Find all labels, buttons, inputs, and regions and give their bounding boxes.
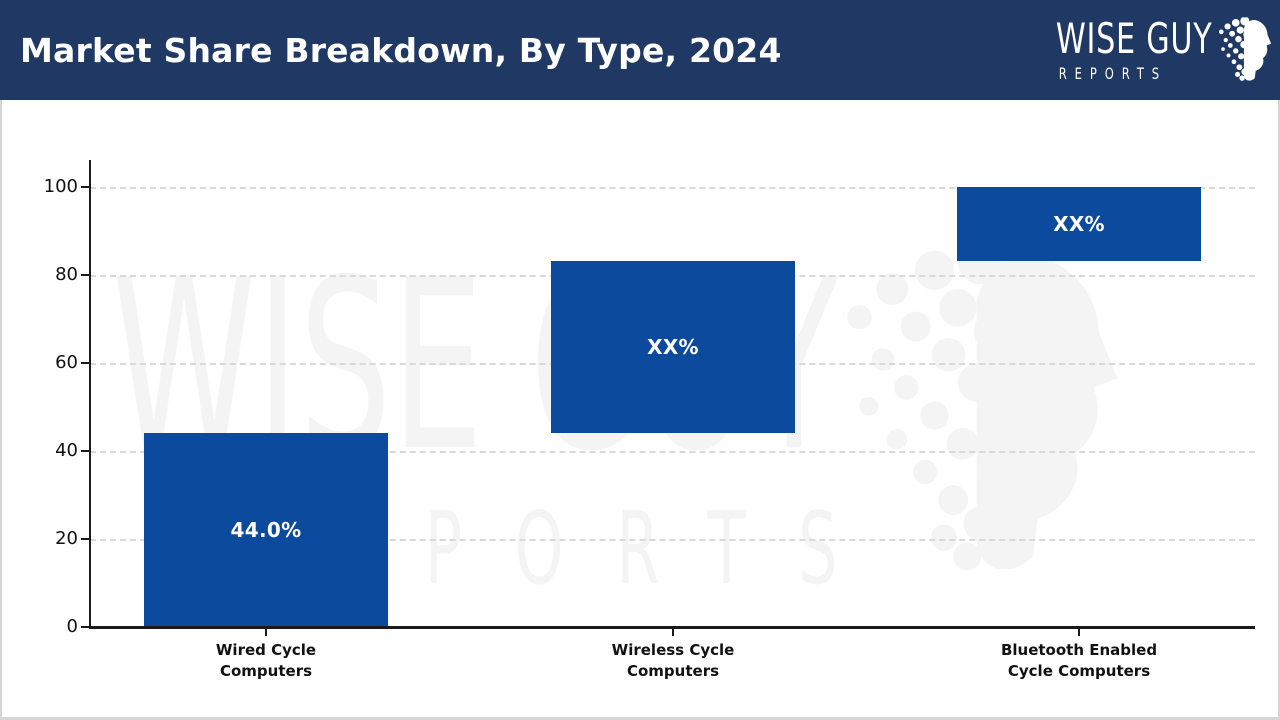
- bar-value-label: XX%: [647, 335, 699, 360]
- y-tick-label: 0: [66, 616, 78, 637]
- y-tickmark-40: [81, 449, 90, 452]
- gridline-100: [90, 186, 1255, 189]
- y-tick-label: 20: [55, 527, 78, 549]
- x-category-label: Bluetooth Enabled Cycle Computers: [1000, 641, 1158, 680]
- x-axis-line: [89, 626, 1255, 629]
- x-tickmark: [1078, 629, 1080, 636]
- bar-segment: 44.0%: [144, 433, 388, 627]
- bar-segment: XX%: [957, 186, 1201, 262]
- brand-logo: WISE GUY REPORTS: [995, 10, 1272, 90]
- plot-region: 0 20 40 60 80 100 44.0% XX% XX% Wired Cycle Compu…: [2, 100, 1278, 717]
- y-tickmark-80: [81, 273, 90, 276]
- y-tick-label: 100: [43, 175, 78, 197]
- bar-segment: XX%: [551, 261, 795, 434]
- y-tick-label: 80: [55, 263, 78, 285]
- chart-title: Market Share Breakdown, By Type, 2024: [20, 30, 782, 70]
- y-tickmark-60: [81, 361, 90, 364]
- gridline-40: [90, 450, 1255, 453]
- y-tickmark-100: [81, 185, 90, 188]
- brand-wordmark: WISE GUY: [1055, 14, 1212, 64]
- header-bar: Market Share Breakdown, By Type, 2024 WI…: [0, 0, 1280, 100]
- brand-wordmark-block: WISE GUY REPORTS: [1055, 14, 1212, 83]
- y-axis-line: [89, 160, 91, 628]
- y-tickmark-0: [81, 626, 90, 628]
- bar-value-label: XX%: [1053, 211, 1105, 236]
- y-tickmark-20: [81, 537, 90, 540]
- brand-face-icon: [1214, 10, 1272, 90]
- brand-subtitle: REPORTS: [1058, 63, 1167, 83]
- x-category-label: Wireless Cycle Computers: [611, 641, 735, 680]
- x-category-label: Wired Cycle Computers: [215, 641, 317, 680]
- x-tickmark: [672, 629, 674, 636]
- y-tick-label: 60: [55, 351, 78, 373]
- gridline-20: [90, 538, 1255, 541]
- x-tickmark: [265, 629, 267, 636]
- y-tick-label: 40: [55, 439, 78, 461]
- bar-value-label: 44.0%: [230, 518, 302, 543]
- chart-area: WISE GUY REPORTS 0 20 40 60 80 100 44.0% XX% XX%…: [0, 100, 1280, 720]
